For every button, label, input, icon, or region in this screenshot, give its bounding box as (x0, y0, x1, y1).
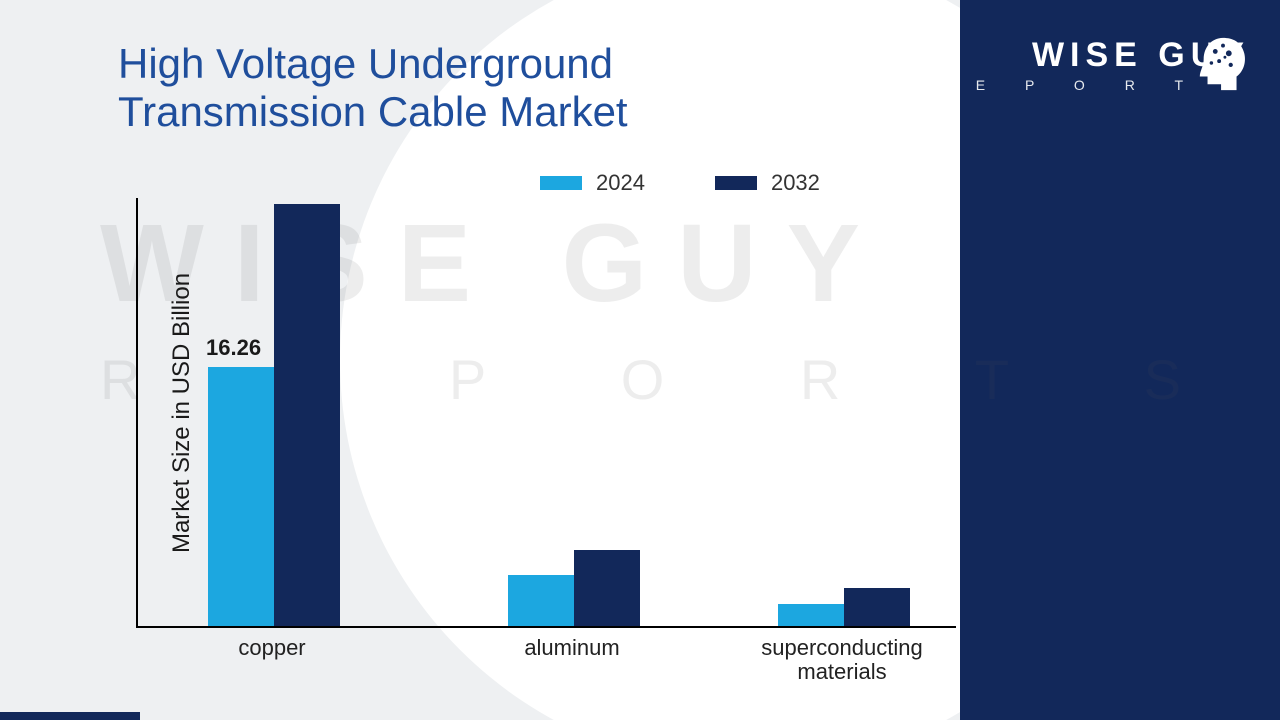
plot-area: 16.26 (136, 198, 956, 628)
bottom-accent-bar (0, 712, 140, 720)
x-label-superconducting-materials: superconducting materials (732, 636, 952, 684)
brand-head-icon (1194, 34, 1252, 92)
value-label-2024-copper: 16.26 (206, 335, 261, 361)
stage: WISE GUY R E P O R T S High Voltage Unde… (0, 0, 1280, 720)
bar-2024-aluminum (508, 575, 574, 626)
bar-2032-aluminum (574, 550, 640, 626)
bar-2024-copper (208, 367, 274, 626)
legend-item-2032: 2032 (715, 170, 820, 196)
legend: 2024 2032 (540, 170, 820, 196)
legend-label-2024: 2024 (596, 170, 645, 196)
bar-group-superconducting-materials (778, 588, 958, 626)
bar-group-copper (208, 204, 388, 626)
chart-area: Market Size in USD Billion 16.26 coppera… (100, 198, 960, 628)
bar-2024-superconducting-materials (778, 604, 844, 626)
x-label-copper: copper (162, 636, 382, 660)
legend-swatch-2032 (715, 176, 757, 190)
chart-title: High Voltage Underground Transmission Ca… (118, 40, 758, 137)
bar-2032-superconducting-materials (844, 588, 910, 626)
legend-label-2032: 2032 (771, 170, 820, 196)
legend-item-2024: 2024 (540, 170, 645, 196)
x-label-aluminum: aluminum (462, 636, 682, 660)
bar-group-aluminum (508, 550, 688, 626)
right-panel (960, 0, 1280, 720)
legend-swatch-2024 (540, 176, 582, 190)
brand-logo: WISE GUY R E P O R T S (926, 36, 1250, 93)
bar-2032-copper (274, 204, 340, 626)
